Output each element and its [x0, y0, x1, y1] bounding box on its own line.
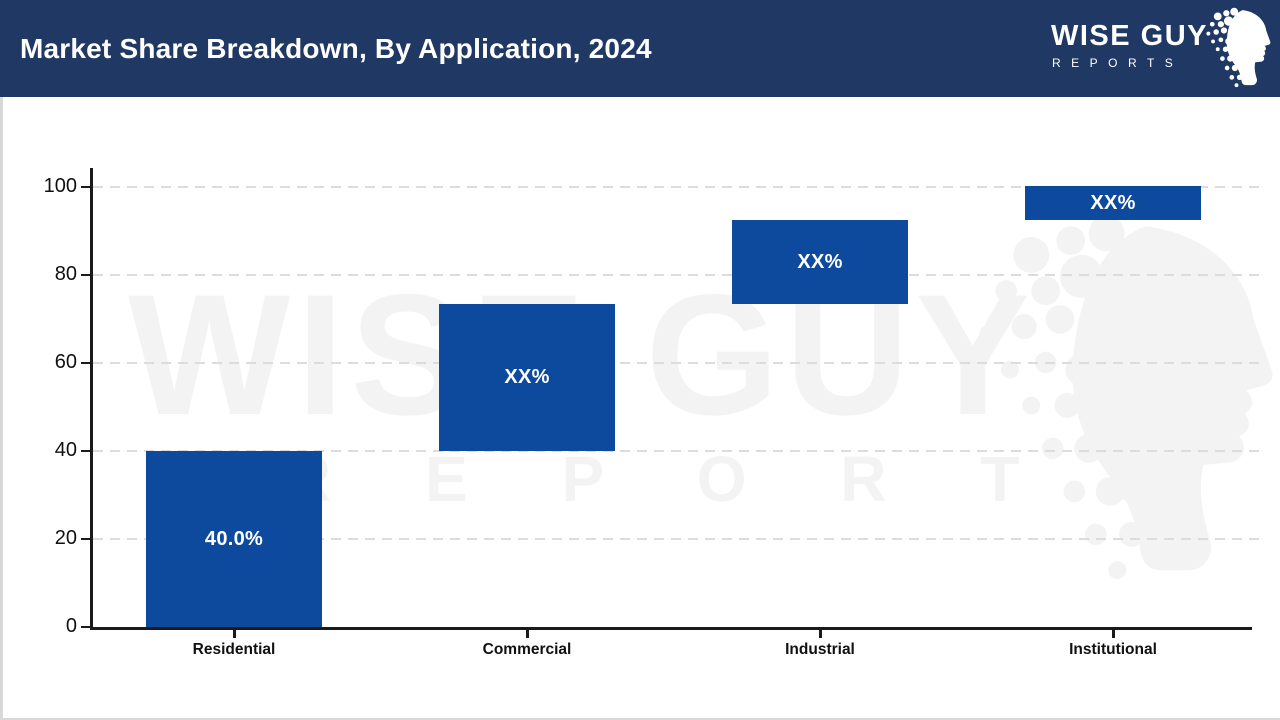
y-tick-label: 40	[54, 439, 77, 461]
bar: XX%	[732, 220, 908, 305]
x-axis-label: Residential	[192, 641, 276, 658]
x-tick	[233, 630, 236, 638]
brand-logo-subtext: REPORTS	[1052, 56, 1184, 70]
header-banner: Market Share Breakdown, By Application, …	[0, 0, 1280, 97]
bar: XX%	[1025, 186, 1201, 221]
brand-logo: WISE GUY REPORTS	[1049, 4, 1274, 94]
gridline	[93, 274, 1263, 276]
y-tick	[81, 186, 91, 188]
chart-canvas: WISE GUY R E P O R T S 0 20 40 60 80 100 40.0%…	[0, 97, 1280, 720]
x-axis-label: Commercial	[482, 641, 572, 658]
bar-label: XX%	[504, 366, 550, 389]
x-tick	[526, 630, 529, 638]
brand-head-icon	[1206, 7, 1271, 88]
x-axis-label: Industrial	[785, 641, 855, 658]
bar: 40.0%	[146, 451, 322, 627]
y-tick	[81, 626, 91, 628]
y-axis	[90, 168, 93, 630]
y-tick-label: 0	[65, 615, 77, 637]
y-tick-label: 60	[54, 351, 77, 373]
y-tick	[81, 274, 91, 276]
gridline	[93, 362, 1263, 364]
y-tick	[81, 538, 91, 540]
watermark-head-graphic	[979, 215, 1273, 580]
gridline	[93, 538, 1263, 540]
y-tick-label: 100	[43, 175, 77, 197]
bar-label: XX%	[1090, 191, 1136, 214]
plot-area: 0 20 40 60 80 100 40.0% Residential XX% Commercia…	[3, 97, 1280, 720]
page-title: Market Share Breakdown, By Application, …	[20, 32, 652, 64]
gridline	[93, 186, 1263, 188]
y-tick-label: 20	[54, 527, 77, 549]
y-tick	[81, 362, 91, 364]
x-axis-label: Institutional	[1069, 641, 1157, 658]
gridline	[93, 450, 1263, 452]
x-axis	[90, 627, 1252, 630]
brand-logo-text: WISE GUY	[1051, 20, 1209, 52]
y-tick-label: 80	[54, 263, 77, 285]
y-tick	[81, 450, 91, 452]
watermark-subtext: R E P O R T S	[285, 443, 1194, 515]
x-tick	[1112, 630, 1115, 638]
x-tick	[819, 630, 822, 638]
bar-label: 40.0%	[204, 527, 264, 550]
bar-label: XX%	[797, 250, 843, 273]
bar: XX%	[439, 304, 615, 451]
